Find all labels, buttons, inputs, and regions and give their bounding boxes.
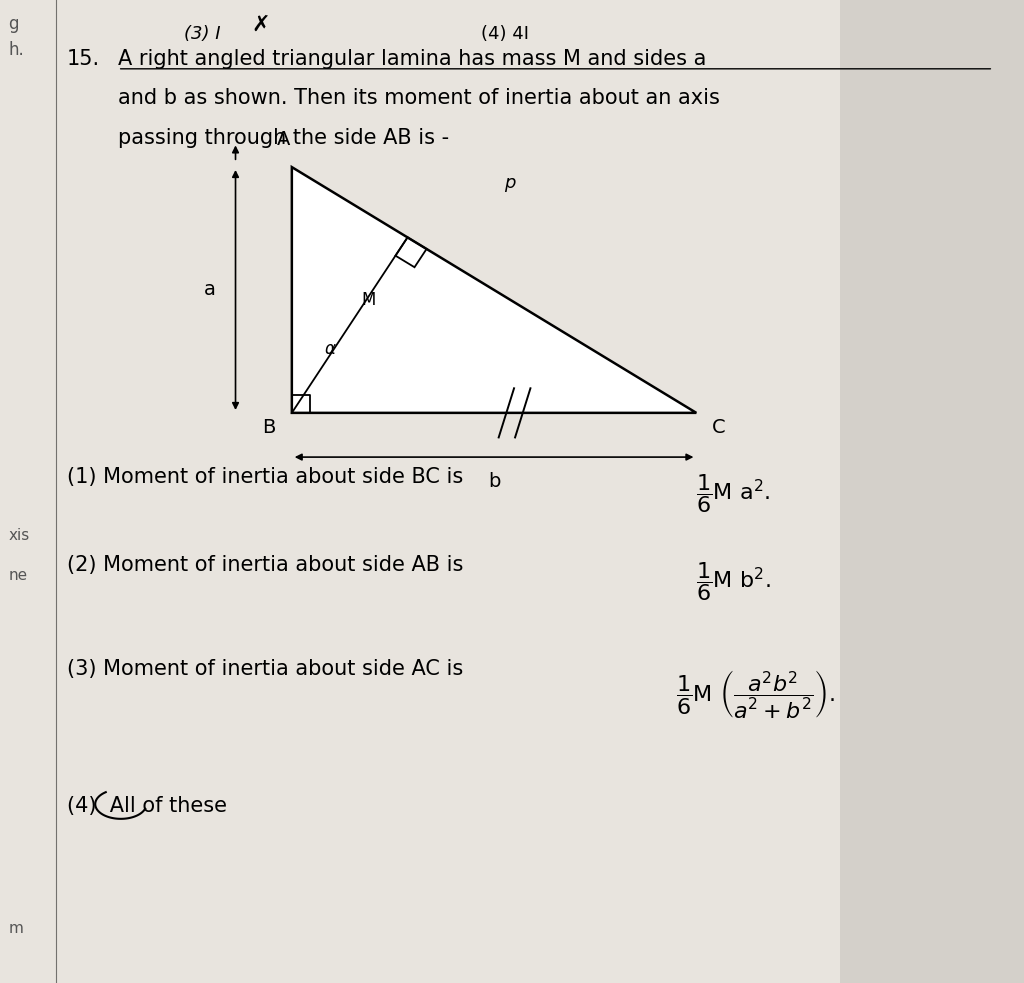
Text: A right angled triangular lamina has mass M and sides a: A right angled triangular lamina has mas…: [118, 49, 707, 69]
Text: m: m: [8, 921, 24, 937]
Text: (3) I: (3) I: [184, 25, 221, 42]
Text: (2) Moment of inertia about side AB is: (2) Moment of inertia about side AB is: [67, 555, 470, 575]
Text: ✗: ✗: [252, 15, 270, 34]
Text: B: B: [262, 418, 276, 436]
Text: g: g: [8, 15, 18, 32]
Text: $\dfrac{1}{6}$M b$^{2}$.: $\dfrac{1}{6}$M b$^{2}$.: [696, 560, 771, 604]
Text: M: M: [361, 291, 376, 309]
Text: p: p: [504, 174, 516, 193]
Text: $\dfrac{1}{6}$M a$^{2}$.: $\dfrac{1}{6}$M a$^{2}$.: [696, 472, 770, 515]
Text: 15.: 15.: [67, 49, 99, 69]
Text: C: C: [712, 418, 726, 436]
Text: xis: xis: [8, 528, 30, 544]
Bar: [840, 0, 1024, 983]
Text: passing through the side AB is -: passing through the side AB is -: [118, 128, 449, 147]
Text: A: A: [276, 131, 291, 149]
Text: (1) Moment of inertia about side BC is: (1) Moment of inertia about side BC is: [67, 467, 469, 487]
Text: h.: h.: [8, 41, 24, 59]
Text: a: a: [204, 280, 216, 300]
Text: (3) Moment of inertia about side AC is: (3) Moment of inertia about side AC is: [67, 659, 469, 678]
Text: $\alpha$: $\alpha$: [325, 340, 337, 358]
Text: b: b: [487, 472, 501, 492]
Text: (4)  All of these: (4) All of these: [67, 796, 226, 816]
Text: and b as shown. Then its moment of inertia about an axis: and b as shown. Then its moment of inert…: [118, 88, 720, 108]
Text: $\dfrac{1}{6}$M $\left(\dfrac{a^{2}b^{2}}{a^{2}+b^{2}}\right)$.: $\dfrac{1}{6}$M $\left(\dfrac{a^{2}b^{2}…: [676, 668, 835, 721]
Polygon shape: [292, 167, 696, 413]
Text: (4) 4I: (4) 4I: [481, 25, 529, 42]
Text: ne: ne: [8, 567, 28, 583]
